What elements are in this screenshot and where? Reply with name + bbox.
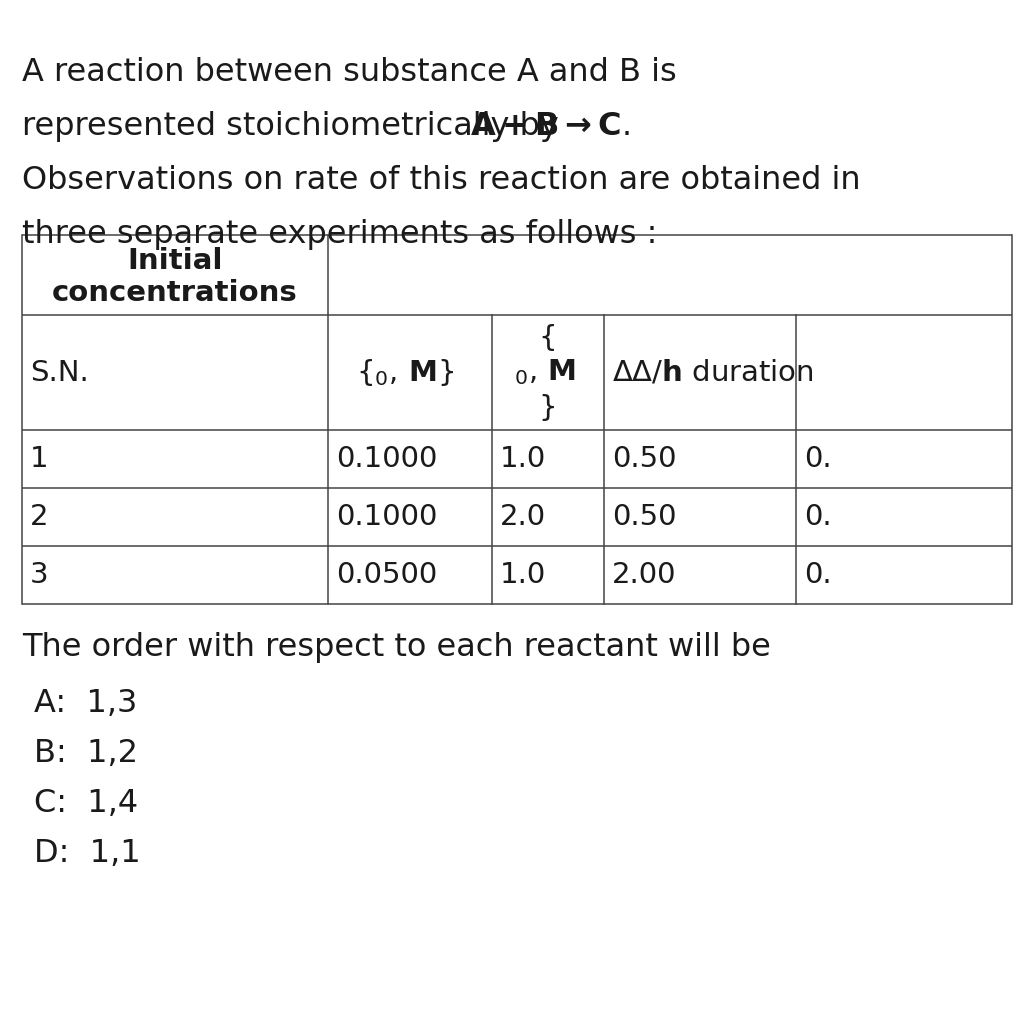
Text: C:  1,4: C: 1,4 bbox=[34, 788, 138, 819]
Text: concentrations: concentrations bbox=[52, 279, 298, 307]
Text: 0.1000: 0.1000 bbox=[336, 503, 437, 531]
Text: B:  1,2: B: 1,2 bbox=[34, 738, 138, 769]
Text: The order with respect to each reactant will be: The order with respect to each reactant … bbox=[22, 632, 771, 663]
Text: 2.0: 2.0 bbox=[500, 503, 546, 531]
Text: 0.: 0. bbox=[804, 445, 831, 473]
Text: A reaction between substance A and B is: A reaction between substance A and B is bbox=[22, 57, 677, 88]
Text: 3: 3 bbox=[30, 561, 48, 589]
Text: }: } bbox=[539, 393, 557, 421]
Text: D:  1,1: D: 1,1 bbox=[34, 838, 140, 869]
Text: $\{_0,\,\mathbf{M}\}$: $\{_0,\,\mathbf{M}\}$ bbox=[356, 357, 454, 388]
Text: 1.0: 1.0 bbox=[500, 445, 546, 473]
Text: 0.50: 0.50 bbox=[612, 503, 677, 531]
Text: three separate experiments as follows :: three separate experiments as follows : bbox=[22, 219, 657, 250]
Text: 0.: 0. bbox=[804, 561, 831, 589]
Text: A:  1,3: A: 1,3 bbox=[34, 688, 137, 719]
Text: 2: 2 bbox=[30, 503, 48, 531]
Text: {: { bbox=[539, 324, 557, 352]
Text: represented stoichiometrically by: represented stoichiometrically by bbox=[22, 111, 569, 142]
Text: 0.1000: 0.1000 bbox=[336, 445, 437, 473]
Text: 0.0500: 0.0500 bbox=[336, 561, 437, 589]
Text: 0.50: 0.50 bbox=[612, 445, 677, 473]
Text: 2.00: 2.00 bbox=[612, 561, 677, 589]
Text: 1: 1 bbox=[30, 445, 48, 473]
Text: $\Delta\Delta/\mathbf{h}$ duration: $\Delta\Delta/\mathbf{h}$ duration bbox=[612, 359, 814, 386]
Text: $\mathbf{A+B\rightarrow C}$.: $\mathbf{A+B\rightarrow C}$. bbox=[470, 111, 630, 142]
Text: Observations on rate of this reaction are obtained in: Observations on rate of this reaction ar… bbox=[22, 165, 860, 196]
Text: S.N.: S.N. bbox=[30, 359, 89, 386]
Text: 0.: 0. bbox=[804, 503, 831, 531]
Text: Initial: Initial bbox=[127, 247, 223, 275]
Text: 1.0: 1.0 bbox=[500, 561, 546, 589]
Text: $_0,\,\mathbf{M}$: $_0,\,\mathbf{M}$ bbox=[514, 358, 575, 387]
